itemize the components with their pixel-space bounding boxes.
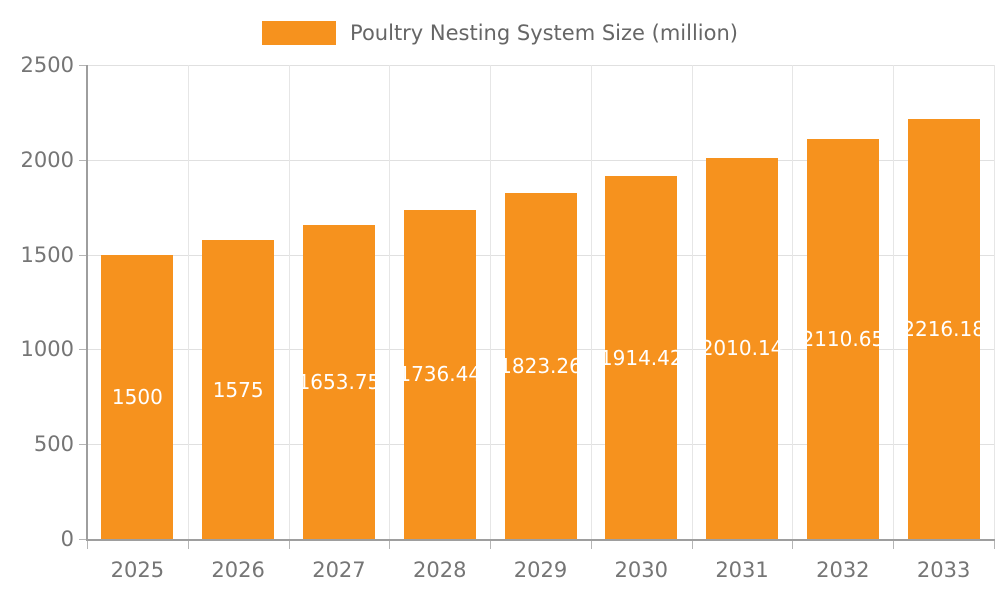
bar[interactable] xyxy=(101,254,174,539)
y-tick-mark xyxy=(79,444,87,446)
y-axis-tick-label: 1500 xyxy=(20,242,74,267)
x-gridline xyxy=(590,65,592,539)
bar[interactable] xyxy=(504,193,577,539)
x-tick-mark xyxy=(490,541,492,549)
x-axis-line xyxy=(86,539,995,541)
y-gridline xyxy=(87,159,994,161)
bar-value-label: 1823.26 xyxy=(499,354,582,379)
y-axis-line xyxy=(86,65,88,541)
x-axis-tick-label: 2033 xyxy=(916,558,971,582)
x-tick-mark xyxy=(590,541,592,549)
y-tick-mark xyxy=(79,349,87,351)
x-axis-tick-label: 2029 xyxy=(513,558,568,582)
x-tick-mark xyxy=(994,541,995,549)
bar[interactable] xyxy=(806,138,879,539)
x-axis-tick-label: 2032 xyxy=(816,558,870,582)
x-axis-tick-label: 2028 xyxy=(412,558,467,582)
bar[interactable] xyxy=(605,176,678,539)
bar[interactable] xyxy=(706,157,779,539)
x-axis-tick-label: 2026 xyxy=(211,558,265,582)
bar[interactable] xyxy=(202,240,275,539)
bar-value-label: 2010.14 xyxy=(700,336,784,361)
x-gridline xyxy=(288,65,290,539)
bar[interactable] xyxy=(403,209,476,539)
bar[interactable] xyxy=(907,118,980,539)
y-axis-tick-label: 2000 xyxy=(20,147,74,172)
bar-value-label: 1653.75 xyxy=(297,370,381,395)
bar-value-label: 1736.44 xyxy=(398,362,482,387)
y-axis-tick-label: 0 xyxy=(60,527,74,551)
x-axis-tick-label: 2025 xyxy=(110,558,165,582)
x-gridline xyxy=(187,65,189,539)
y-tick-mark xyxy=(79,539,87,540)
x-gridline xyxy=(792,65,794,539)
bar[interactable] xyxy=(302,225,375,539)
y-tick-mark xyxy=(79,65,87,66)
x-tick-mark xyxy=(792,541,794,549)
bar-value-label: 2110.65 xyxy=(801,326,885,351)
y-gridline xyxy=(87,65,994,66)
x-tick-mark xyxy=(288,541,290,549)
x-gridline xyxy=(691,65,693,539)
x-tick-mark xyxy=(389,541,391,549)
x-axis-tick-label: 2031 xyxy=(715,558,769,582)
x-gridline xyxy=(389,65,391,539)
bar-value-label: 1500 xyxy=(111,384,163,409)
bar-value-label: 1914.42 xyxy=(599,345,683,370)
y-axis-tick-label: 500 xyxy=(33,432,74,457)
y-axis-tick-label: 1000 xyxy=(20,337,74,362)
legend-label: Poultry Nesting System Size (million) xyxy=(350,21,738,45)
y-tick-mark xyxy=(79,254,87,256)
y-tick-mark xyxy=(79,159,87,161)
bar-value-label: 1575 xyxy=(212,377,264,402)
legend-swatch xyxy=(262,21,337,45)
x-gridline xyxy=(893,65,895,539)
x-gridline xyxy=(490,65,492,539)
x-tick-mark xyxy=(187,541,189,549)
legend[interactable]: Poultry Nesting System Size (million) xyxy=(0,14,1000,52)
x-tick-mark xyxy=(893,541,895,549)
x-gridline xyxy=(994,65,995,539)
y-axis-tick-label: 2500 xyxy=(20,53,74,77)
x-tick-mark xyxy=(87,541,88,549)
x-axis-tick-label: 2027 xyxy=(312,558,366,582)
bar-value-label: 2216.18 xyxy=(902,316,985,341)
x-axis-tick-label: 2030 xyxy=(614,558,668,582)
x-tick-mark xyxy=(691,541,693,549)
